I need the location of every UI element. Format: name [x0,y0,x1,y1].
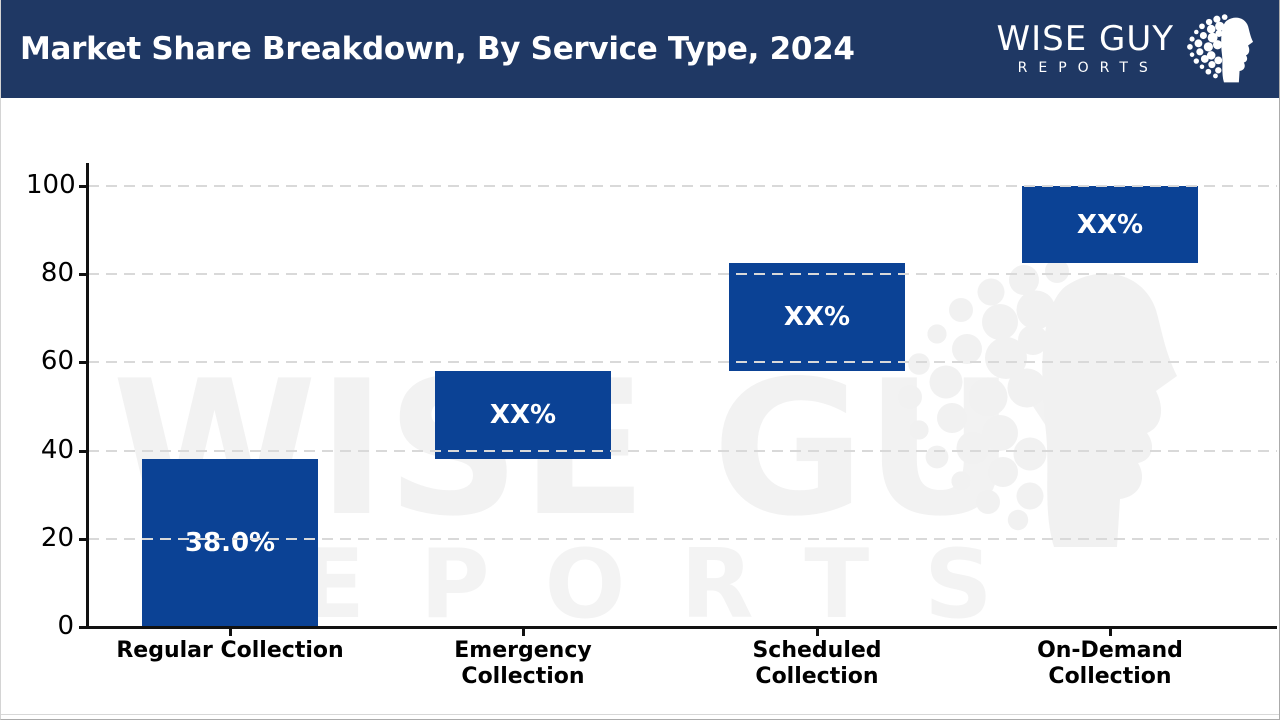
gridline-80 [88,273,1277,275]
x-category-label: On-DemandCollection [970,638,1250,690]
bar-value-label: XX% [1077,210,1143,240]
x-category-label: EmergencyCollection [383,638,663,690]
y-tick-label-40: 40 [26,435,74,465]
bar-value-label: XX% [784,302,850,332]
y-tick-label-60: 60 [26,346,74,376]
bar-on-demand-collection: XX% [1022,186,1198,263]
x-tickmark-1 [522,629,525,636]
gridline-40 [88,450,1277,452]
bar-emergency-collection: XX% [435,371,611,459]
brand-logo-text: WISE GUY REPORTS [996,22,1174,76]
chart-region: WISE GUY REPORTS 38.0%XX%XX%XX%020406080… [0,98,1280,714]
bar-scheduled-collection: XX% [729,263,905,371]
x-category-label-line: Collection [970,664,1250,690]
y-tick-label-20: 20 [26,523,74,553]
y-tickmark-0 [79,626,86,629]
brand-name: WISE GUY [996,22,1174,56]
x-category-label-line: Collection [677,664,957,690]
y-tickmark-60 [79,361,86,364]
page-title: Market Share Breakdown, By Service Type,… [20,31,855,67]
x-category-label-line: Collection [383,664,663,690]
x-tickmark-2 [816,629,819,636]
x-category-label: ScheduledCollection [677,638,957,690]
brand-head-icon [1180,9,1258,89]
y-tick-label-0: 0 [26,611,74,641]
gridline-60 [88,361,1277,363]
y-tick-label-100: 100 [26,170,74,200]
plot-area: 38.0% XX% XX% XX% 0 20 40 60 80 100 Regular Collec… [0,98,1280,714]
y-tickmark-80 [79,273,86,276]
x-category-label-line: Scheduled [677,638,957,664]
x-category-label-line: Emergency [383,638,663,664]
x-category-label-line: On-Demand [970,638,1250,664]
x-axis-line [86,626,1277,629]
x-tickmark-0 [229,629,232,636]
x-category-label: Regular Collection [90,638,370,664]
y-tickmark-40 [79,450,86,453]
bar-value-label: XX% [490,400,556,430]
y-axis-line [86,163,89,629]
bottom-divider [0,714,1280,715]
gridline-100 [88,185,1277,187]
gridline-20 [88,538,1277,540]
brand-logo: WISE GUY REPORTS [996,9,1258,89]
brand-subtitle: REPORTS [1012,60,1159,76]
y-tickmark-20 [79,538,86,541]
header-bar: Market Share Breakdown, By Service Type,… [0,0,1280,98]
x-category-label-line: Regular Collection [90,638,370,664]
y-tickmark-100 [79,185,86,188]
bar-value-label: 38.0% [185,528,275,558]
bar-regular-collection: 38.0% [142,459,318,627]
y-tick-label-80: 80 [26,258,74,288]
x-tickmark-3 [1109,629,1112,636]
